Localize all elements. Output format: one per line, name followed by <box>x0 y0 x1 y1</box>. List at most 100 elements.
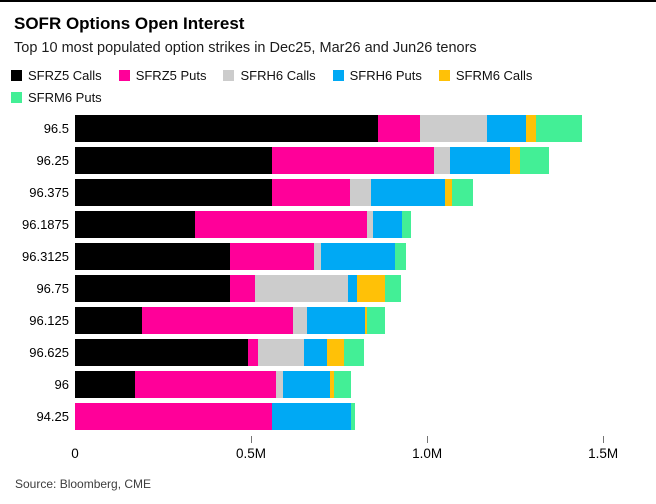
category-label: 96.1875 <box>22 217 69 232</box>
bar-row: 96.75 <box>0 275 656 302</box>
bar-segment-sfrm6-calls <box>356 275 385 302</box>
bar-segment-sfrm6-calls <box>326 339 345 366</box>
legend-item-sfrz5-calls: SFRZ5 Calls <box>11 66 102 85</box>
legend-swatch-icon <box>332 70 344 81</box>
bar-row: 96.625 <box>0 339 656 366</box>
bar-segment-sfrz5-puts <box>134 371 276 398</box>
bar-segment-sfrh6-puts <box>303 339 327 366</box>
chart-title: SOFR Options Open Interest <box>14 14 245 33</box>
category-label: 96.375 <box>29 185 69 200</box>
bar-segment-sfrz5-puts <box>272 179 350 206</box>
axis-tick-label: 0.5M <box>236 446 267 461</box>
bar-row: 96.375 <box>0 179 656 206</box>
category-label: 96.625 <box>29 345 69 360</box>
bar-segment-sfrh6-puts <box>282 371 331 398</box>
bar-segment-sfrz5-calls <box>75 147 273 174</box>
bar-row: 96.25 <box>0 147 656 174</box>
bar-segment-sfrz5-calls <box>75 243 230 270</box>
legend: SFRZ5 Calls SFRZ5 Puts SFRH6 Calls SFRH6 Pu… <box>11 66 611 107</box>
bar-track <box>75 211 656 238</box>
legend-item-sfrm6-calls: SFRM6 Calls <box>438 66 533 85</box>
category-label: 96.75 <box>36 281 69 296</box>
bar-segment-sfrz5-calls <box>75 307 142 334</box>
legend-item-sfrz5-puts: SFRZ5 Puts <box>118 66 206 85</box>
bar-track <box>75 147 656 174</box>
category-label: 94.25 <box>36 409 69 424</box>
bar-row: 94.25 <box>0 403 656 430</box>
bar-row: 96.1875 <box>0 211 656 238</box>
axis-tick-label: 1.0M <box>412 446 443 461</box>
bar-segment-sfrh6-calls <box>349 179 371 206</box>
bar-segment-sfrh6-calls <box>254 275 348 302</box>
bar-segment-sfrz5-calls <box>75 339 248 366</box>
legend-label: SFRM6 Calls <box>455 68 533 83</box>
bar-segment-sfrh6-puts <box>372 211 403 238</box>
bar-segment-sfrm6-calls <box>330 371 334 398</box>
bar-segment-sfrz5-puts <box>229 275 255 302</box>
bar-row: 96 <box>0 371 656 398</box>
bar-track <box>75 403 656 430</box>
bar-segment-sfrz5-puts <box>141 307 294 334</box>
legend-swatch-icon <box>11 70 22 81</box>
bar-segment-sfrh6-calls <box>434 147 450 174</box>
bar-segment-sfrh6-calls <box>258 339 304 366</box>
legend-swatch-icon <box>223 70 235 81</box>
category-label: 96.5 <box>43 121 69 136</box>
category-label: 96.125 <box>29 313 69 328</box>
bar-segment-sfrm6-calls <box>365 307 368 334</box>
bar-segment-sfrm6-puts <box>402 211 412 238</box>
top-border <box>0 0 656 2</box>
source-note: Source: Bloomberg, CME <box>15 477 152 491</box>
legend-item-sfrh6-puts: SFRH6 Puts <box>332 66 422 85</box>
bar-segment-sfrm6-puts <box>520 147 549 174</box>
x-axis: 0 0.5M 1.0M 1.5M <box>71 435 656 475</box>
category-label: 96 <box>54 377 69 392</box>
bar-segment-sfrm6-puts <box>451 179 473 206</box>
bar-segment-sfrz5-calls <box>75 115 378 142</box>
bar-segment-sfrm6-puts <box>333 371 352 398</box>
bar-segment-sfrm6-calls <box>525 115 537 142</box>
bar-track <box>75 339 656 366</box>
axis-tick-mark <box>427 436 429 443</box>
bar-segment-sfrz5-puts <box>272 147 435 174</box>
plot-area: 96.5 96.25 96.375 96.1875 96.3125 96.75 96.125… <box>0 115 656 430</box>
category-label: 96.25 <box>36 153 69 168</box>
legend-item-sfrh6-calls: SFRH6 Calls <box>223 66 316 85</box>
bar-track <box>75 115 656 142</box>
chart-subtitle: Top 10 most populated option strikes in … <box>14 40 477 56</box>
legend-label: SFRH6 Puts <box>349 68 422 83</box>
bar-row: 96.5 <box>0 115 656 142</box>
bar-segment-sfrz5-calls <box>75 275 230 302</box>
bar-row: 96.3125 <box>0 243 656 270</box>
legend-label: SFRM6 Puts <box>28 90 102 105</box>
bar-segment-sfrz5-calls <box>75 371 135 398</box>
bar-segment-sfrh6-calls <box>367 211 373 238</box>
axis-tick-mark <box>251 436 253 443</box>
bar-segment-sfrz5-puts <box>377 115 421 142</box>
bar-track <box>75 307 656 334</box>
bar-segment-sfrm6-puts <box>344 339 364 366</box>
bar-segment-sfrh6-puts <box>307 307 366 334</box>
bar-track <box>75 275 656 302</box>
bar-segment-sfrm6-puts <box>351 403 355 430</box>
category-label: 96.3125 <box>22 249 69 264</box>
bar-segment-sfrm6-calls <box>509 147 521 174</box>
bar-segment-sfrh6-calls <box>293 307 308 334</box>
bar-segment-sfrh6-puts <box>370 179 445 206</box>
bar-segment-sfrm6-calls <box>444 179 452 206</box>
legend-swatch-icon <box>11 92 22 103</box>
bar-segment-sfrz5-puts <box>75 403 273 430</box>
bar-segment-sfrm6-puts <box>367 307 385 334</box>
bar-segment-sfrh6-puts <box>272 403 352 430</box>
bar-segment-sfrm6-puts <box>384 275 401 302</box>
bar-segment-sfrm6-puts <box>395 243 406 270</box>
bar-segment-sfrh6-calls <box>420 115 487 142</box>
legend-label: SFRH6 Calls <box>240 68 316 83</box>
bar-segment-sfrz5-calls <box>75 211 195 238</box>
axis-tick-mark <box>603 436 605 443</box>
bar-segment-sfrh6-puts <box>347 275 357 302</box>
bar-segment-sfrz5-calls <box>75 179 273 206</box>
legend-label: SFRZ5 Calls <box>28 68 102 83</box>
bar-segment-sfrz5-puts <box>194 211 368 238</box>
